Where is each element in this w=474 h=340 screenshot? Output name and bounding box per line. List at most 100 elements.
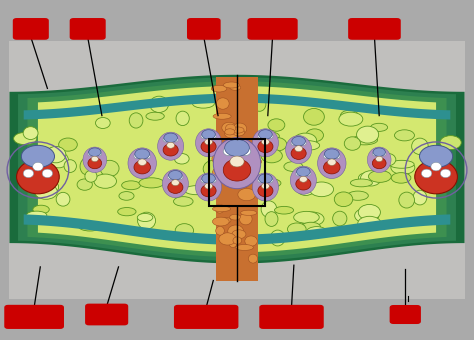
Ellipse shape [411,138,428,155]
Ellipse shape [238,188,255,201]
Ellipse shape [303,108,324,125]
Ellipse shape [240,147,251,155]
Ellipse shape [350,179,373,187]
Ellipse shape [204,131,219,140]
Ellipse shape [139,178,164,188]
Ellipse shape [232,127,244,133]
Ellipse shape [100,160,119,176]
Ellipse shape [440,169,451,177]
Ellipse shape [176,111,189,125]
Ellipse shape [285,136,312,164]
Ellipse shape [301,222,321,233]
Ellipse shape [297,167,310,176]
Ellipse shape [368,171,391,182]
FancyBboxPatch shape [390,305,421,324]
FancyBboxPatch shape [348,18,401,40]
Ellipse shape [226,154,244,160]
Ellipse shape [96,118,110,129]
Ellipse shape [239,213,252,225]
Ellipse shape [391,161,415,174]
Ellipse shape [230,214,240,220]
Ellipse shape [137,212,155,229]
Ellipse shape [373,158,386,169]
Ellipse shape [163,137,169,142]
Ellipse shape [358,216,381,231]
Ellipse shape [162,170,188,198]
Ellipse shape [334,192,353,207]
Bar [9,41,465,299]
Ellipse shape [373,152,378,156]
Ellipse shape [356,126,379,143]
Ellipse shape [299,136,313,149]
Ellipse shape [173,137,178,142]
Ellipse shape [294,133,317,148]
Ellipse shape [324,153,330,158]
Ellipse shape [258,185,273,197]
Ellipse shape [27,211,47,219]
Ellipse shape [150,96,169,113]
Ellipse shape [212,206,231,211]
Ellipse shape [210,178,216,183]
Ellipse shape [177,175,183,180]
Ellipse shape [222,122,237,133]
Ellipse shape [201,185,216,197]
Ellipse shape [292,136,305,146]
Ellipse shape [440,136,461,150]
Ellipse shape [305,171,311,176]
Ellipse shape [213,138,261,189]
Ellipse shape [134,161,150,174]
Ellipse shape [26,175,46,188]
Ellipse shape [294,211,319,223]
Ellipse shape [270,230,285,246]
Ellipse shape [42,169,53,177]
Ellipse shape [419,145,453,167]
Ellipse shape [267,134,273,139]
Ellipse shape [223,82,239,88]
Ellipse shape [389,160,414,168]
Ellipse shape [202,174,215,183]
Ellipse shape [300,212,324,226]
Ellipse shape [288,223,306,235]
Ellipse shape [238,102,253,112]
Ellipse shape [212,167,224,178]
Ellipse shape [259,132,279,140]
Ellipse shape [97,152,101,156]
Ellipse shape [381,152,386,156]
Ellipse shape [135,149,150,159]
Ellipse shape [168,175,173,180]
Bar [209,139,265,206]
FancyBboxPatch shape [70,18,106,40]
Ellipse shape [261,201,277,217]
Ellipse shape [42,171,55,182]
Ellipse shape [258,140,273,153]
Ellipse shape [201,134,207,139]
Ellipse shape [23,169,34,177]
Ellipse shape [245,236,257,246]
FancyBboxPatch shape [174,305,238,329]
Ellipse shape [167,142,174,148]
Ellipse shape [195,173,221,201]
Ellipse shape [172,180,179,186]
Ellipse shape [225,139,249,156]
Ellipse shape [23,127,38,139]
Ellipse shape [128,148,156,178]
Ellipse shape [258,178,281,188]
Ellipse shape [144,153,150,158]
Ellipse shape [202,130,215,139]
Ellipse shape [262,139,269,145]
Ellipse shape [137,214,153,222]
Ellipse shape [328,159,336,166]
Ellipse shape [258,134,264,139]
Ellipse shape [358,173,374,183]
Ellipse shape [375,156,383,162]
Ellipse shape [252,173,279,201]
Ellipse shape [248,254,257,263]
FancyBboxPatch shape [187,18,220,40]
Ellipse shape [247,158,262,166]
Ellipse shape [267,178,273,183]
Ellipse shape [122,181,140,190]
Ellipse shape [295,146,302,152]
Ellipse shape [138,159,146,166]
Ellipse shape [274,206,293,214]
Polygon shape [18,77,456,261]
